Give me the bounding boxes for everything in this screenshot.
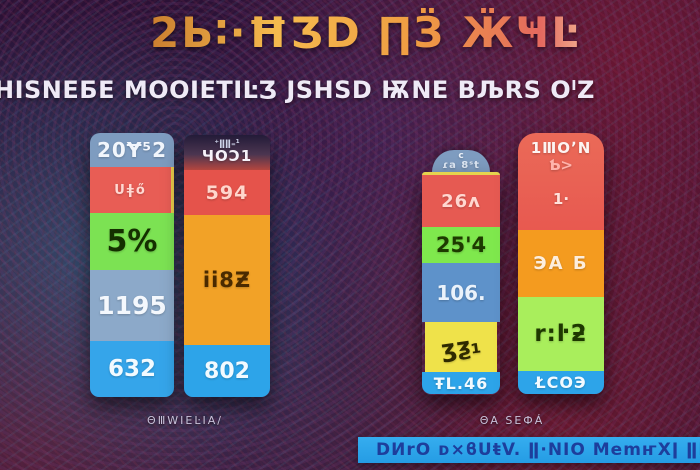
column-2-header: ⁺ǁǁ₌¹ ЧOƆ1 — [184, 135, 270, 170]
column-1-segment-slate-blue: 1195 — [90, 270, 174, 341]
segment-value: ŦL.46 — [433, 373, 489, 393]
column-1-header: 20Ɏ⁵2 — [90, 133, 174, 167]
page-title: 2Ь∶·ĦƷD ∏Ӟ ӜҸĿ — [145, 8, 585, 57]
segment-value: 802 — [204, 358, 250, 384]
column-3-segment-red: 26ʌ — [422, 175, 500, 227]
column-2-header-line2: ЧOƆ1 — [201, 147, 253, 166]
segment-value: 1· — [552, 189, 570, 208]
column-1-segment-red: Uǂő — [90, 167, 174, 213]
column-1-segment-green: 5% — [90, 213, 174, 270]
stacked-column-3: c ɾa 8ˢt 26ʌ 25'4 106. ӡƺ₁ ŦL.46 — [422, 150, 500, 395]
column-3-segment-green: 25'4 — [422, 227, 500, 263]
group-1-caption: ΘⅢWIEĿIA/ — [147, 414, 223, 427]
group-2-caption: ΘA SЕФÁ — [479, 414, 545, 427]
column-3-yellow-divider — [422, 172, 500, 175]
segment-value: 106. — [436, 280, 486, 305]
column-3-header-dome: c ɾa 8ˢt — [432, 150, 490, 172]
column-3-header-line1: c — [458, 150, 464, 161]
column-1-segment-blue: 632 — [90, 341, 174, 397]
segment-value: r:ŀƻ — [534, 321, 588, 347]
column-2-segment-red: 594 — [184, 170, 270, 215]
segment-value: Uǂő — [114, 182, 147, 198]
column-3-body: 26ʌ 25'4 106. ӡƺ₁ ŦL.46 — [422, 172, 500, 395]
segment-value: ӡƺ₁ — [439, 330, 483, 364]
column-3-segment-blue: 106. — [422, 263, 500, 322]
column-4-segment-blue-footer: ŁCOЭ — [518, 371, 604, 394]
stacked-column-4: 1ⅢOʼN Ƅ> 1· ЭA Б r:ŀƻ ŁCOЭ — [518, 133, 604, 394]
segment-value: 1195 — [97, 291, 167, 320]
segment-value: ЭA Б — [533, 253, 589, 274]
column-4-segment-orange: ЭA Б — [518, 230, 604, 297]
column-3-header-line2: ɾa 8ˢt — [442, 159, 480, 171]
column-3-segment-yellow: ӡƺ₁ — [425, 322, 497, 372]
segment-value: 594 — [205, 181, 249, 204]
segment-value: 25'4 — [435, 233, 487, 257]
column-4-segment-red-with-header: 1ⅢOʼN Ƅ> 1· — [518, 133, 604, 230]
stacked-column-1: 20Ɏ⁵2 Uǂő 5% 1195 632 — [90, 133, 174, 397]
column-4-header-line1: 1ⅢOʼN — [530, 139, 592, 157]
segment-value: 5% — [106, 224, 158, 259]
segment-value: ŁCOЭ — [535, 373, 587, 392]
column-4-segment-green: r:ŀƻ — [518, 297, 604, 371]
column-3-segment-blue-footer: ŦL.46 — [422, 372, 500, 394]
column-2-segment-orange: ii8Ƶ — [184, 215, 270, 345]
page-subtitle: HISNEБE MOOIETIĿƷ JSHSD ѬNE BЉRS OˡZ — [0, 76, 595, 104]
bottom-banner: DИrO ᴅ×ϐUŧV. ǁ·NIO MemҥXǀ ǁM — [358, 437, 700, 463]
segment-value: 26ʌ — [441, 190, 481, 212]
banner-text: DИrO ᴅ×ϐUŧV. ǁ·NIO MemҥXǀ ǁM — [376, 440, 700, 460]
column-4-header-line2: Ƅ> — [548, 156, 573, 175]
segment-value: 632 — [107, 356, 156, 382]
column-2-header-line1: ⁺ǁǁ₌¹ — [214, 138, 240, 149]
column-2-segment-blue: 802 — [184, 345, 270, 397]
segment-value: ii8Ƶ — [202, 268, 252, 292]
stacked-column-2: ⁺ǁǁ₌¹ ЧOƆ1 594 ii8Ƶ 802 — [184, 135, 270, 397]
